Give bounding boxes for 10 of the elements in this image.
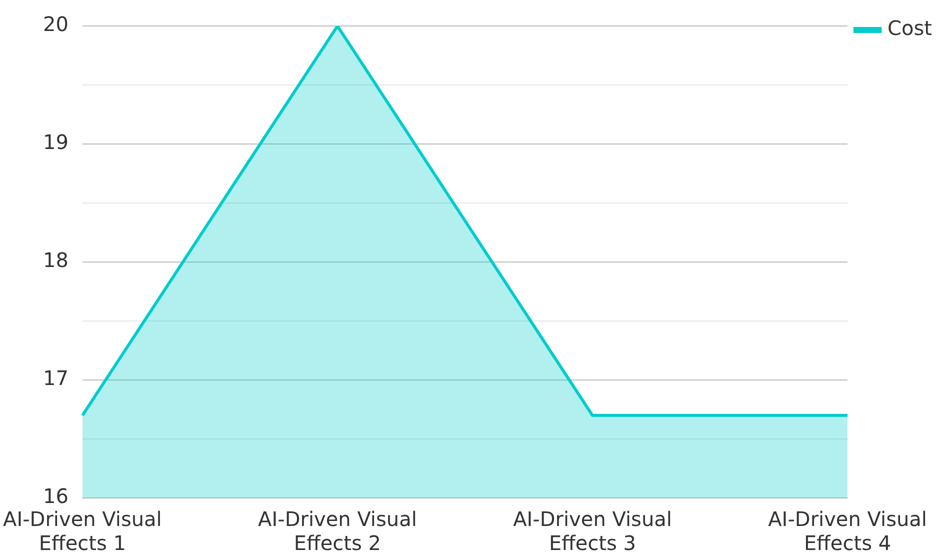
y-tick-label: 16 bbox=[42, 484, 68, 508]
x-tick-label: AI-Driven Visual Effects 3 bbox=[513, 507, 672, 556]
x-tick-label: AI-Driven Visual Effects 4 bbox=[768, 507, 927, 556]
y-tick-label: 18 bbox=[42, 248, 68, 272]
x-tick-label: AI-Driven Visual Effects 1 bbox=[3, 507, 162, 556]
y-tick-label: 19 bbox=[42, 130, 68, 154]
x-tick-label: AI-Driven Visual Effects 2 bbox=[258, 507, 417, 556]
y-tick-label: 17 bbox=[42, 366, 68, 390]
legend-label: Cost bbox=[888, 16, 932, 40]
y-tick-label: 20 bbox=[42, 12, 68, 36]
